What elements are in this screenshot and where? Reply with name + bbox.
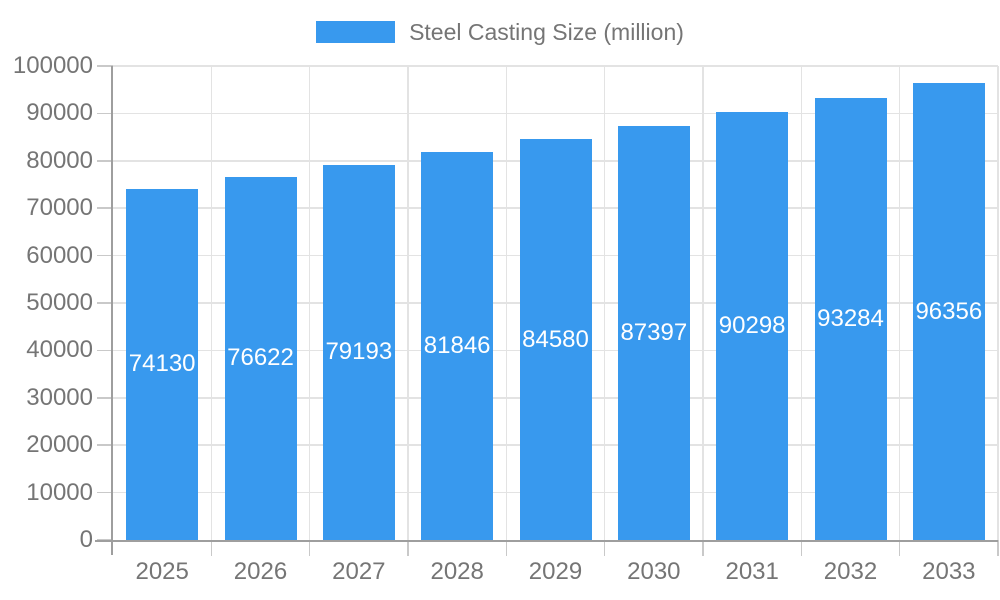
v-gridline — [997, 66, 999, 540]
bar-value-label: 84580 — [522, 325, 589, 353]
v-gridline — [702, 66, 704, 540]
bar[interactable]: 90298 — [716, 111, 789, 540]
y-axis-tick — [97, 65, 113, 67]
y-tick-label: 80000 — [26, 146, 93, 174]
h-gridline — [113, 112, 998, 115]
bar-value-label: 81846 — [423, 332, 491, 360]
bar-value-label: 79193 — [325, 338, 393, 366]
bar-value-label: 76622 — [227, 344, 294, 372]
y-axis-tick — [97, 207, 113, 209]
x-axis-line — [95, 540, 998, 542]
y-tick-label: 60000 — [26, 241, 93, 269]
bar[interactable]: 76622 — [224, 176, 297, 540]
x-axis-tick — [407, 540, 409, 556]
v-gridline — [308, 66, 311, 540]
x-axis-tick — [505, 540, 508, 556]
x-axis-tick — [603, 540, 606, 556]
y-axis-tick — [97, 349, 113, 352]
bar[interactable]: 74130 — [126, 188, 199, 540]
bar-value-label: 74130 — [128, 350, 196, 378]
y-tick-label: 0 — [79, 526, 93, 553]
y-tick-label: 50000 — [26, 289, 93, 316]
legend-swatch[interactable] — [316, 21, 396, 43]
x-axis-tick — [210, 540, 213, 556]
y-tick-label: 100000 — [12, 52, 93, 79]
x-axis-tick — [702, 540, 704, 556]
bar[interactable]: 79193 — [322, 164, 395, 540]
x-tick-label: 2029 — [528, 558, 583, 585]
legend-label: Steel Casting Size (million) — [409, 19, 684, 45]
v-gridline — [898, 66, 901, 540]
y-axis-tick — [97, 112, 113, 115]
x-tick-label: 2026 — [233, 558, 288, 585]
bar[interactable]: 96356 — [912, 83, 985, 540]
y-tick-label: 40000 — [26, 336, 93, 364]
v-gridline — [210, 66, 213, 540]
v-gridline — [800, 66, 803, 540]
y-tick-label: 30000 — [26, 383, 93, 411]
bar-value-label: 93284 — [817, 304, 884, 332]
y-axis-tick — [97, 444, 113, 446]
x-axis-tick — [800, 540, 803, 556]
v-gridline — [407, 66, 409, 540]
y-axis-tick — [97, 397, 113, 399]
bar[interactable]: 84580 — [519, 139, 592, 540]
y-axis-tick — [97, 302, 113, 304]
bar[interactable]: 93284 — [814, 97, 887, 540]
x-tick-label: 2028 — [430, 558, 484, 585]
y-axis-tick — [97, 491, 113, 494]
x-tick-label: 2032 — [823, 558, 878, 585]
bar-value-label: 87397 — [620, 318, 688, 346]
bar-value-label: 96356 — [915, 297, 983, 325]
x-tick-label: 2030 — [627, 558, 681, 585]
bar-value-label: 90298 — [718, 311, 786, 339]
y-axis-tick — [97, 254, 113, 257]
legend[interactable]: Steel Casting Size (million) — [0, 17, 1000, 47]
v-gridline — [505, 66, 508, 540]
bar[interactable]: 87397 — [617, 125, 690, 540]
y-tick-label: 10000 — [26, 478, 93, 506]
h-gridline — [113, 65, 998, 67]
x-axis-tick — [308, 540, 311, 556]
v-gridline — [603, 66, 606, 540]
x-tick-label: 2033 — [922, 558, 976, 585]
y-axis-line — [111, 66, 113, 555]
x-tick-label: 2027 — [332, 558, 386, 585]
x-axis-tick — [997, 540, 999, 556]
y-tick-label: 70000 — [26, 194, 93, 222]
x-axis-tick — [898, 540, 901, 556]
x-tick-label: 2025 — [135, 558, 189, 585]
y-axis-tick — [97, 160, 113, 162]
y-tick-label: 90000 — [26, 99, 93, 127]
bar[interactable]: 81846 — [421, 152, 494, 540]
x-tick-label: 2031 — [725, 558, 779, 585]
y-tick-label: 20000 — [26, 431, 93, 459]
